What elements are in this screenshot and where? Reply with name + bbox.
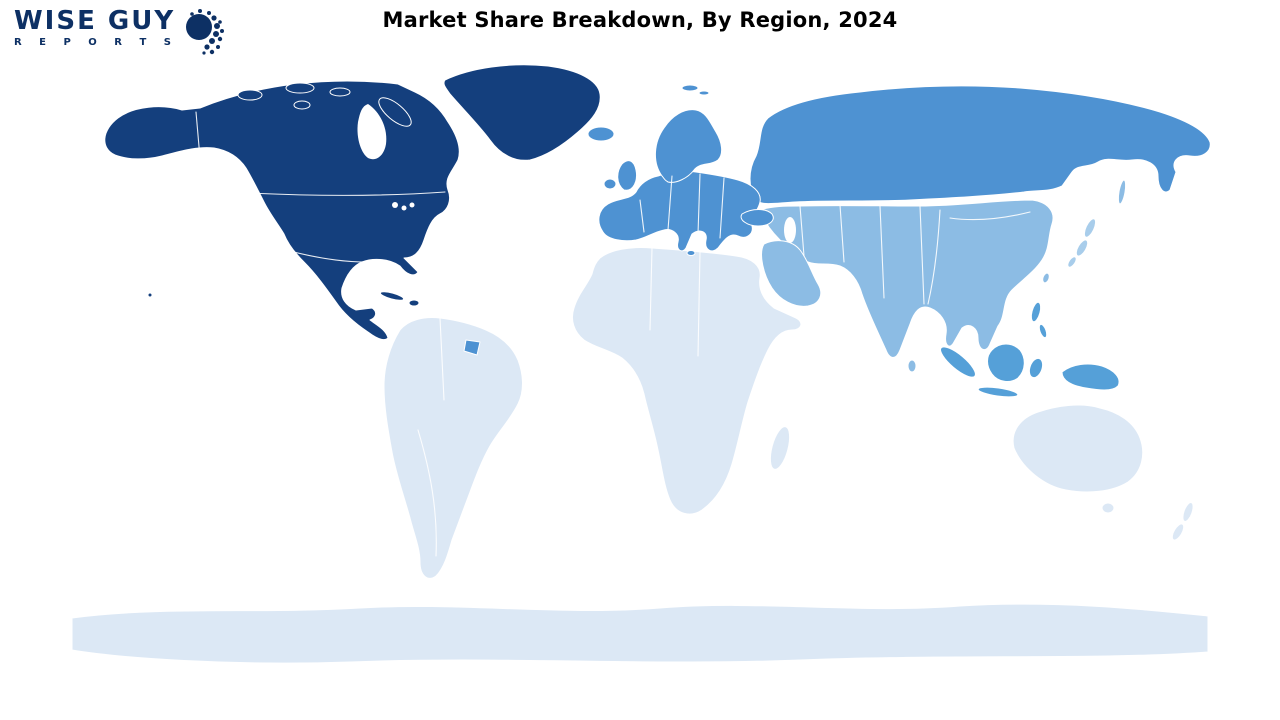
region-sakhalin xyxy=(1117,179,1127,205)
region-scandinavia xyxy=(655,109,723,183)
region-borneo xyxy=(987,343,1025,382)
region-arctic-islands xyxy=(237,82,412,127)
region-svalbard xyxy=(681,84,710,96)
region-french-guiana xyxy=(463,339,481,356)
region-europe-mainland xyxy=(598,170,761,252)
caspian-sea xyxy=(784,217,796,243)
region-sumatra xyxy=(940,346,976,378)
border-central-asia-2 xyxy=(839,204,845,263)
region-japan xyxy=(1067,218,1097,268)
region-arabia xyxy=(761,240,822,307)
region-antarctica xyxy=(71,603,1209,664)
border-mongolia xyxy=(949,211,1031,221)
region-se-asia xyxy=(940,301,1120,398)
region-philippines-1 xyxy=(1030,301,1042,323)
logo-head-dots-icon xyxy=(185,9,224,55)
logo-wordmark: WISE GUY xyxy=(14,6,176,36)
region-greenland xyxy=(443,64,601,161)
region-sri-lanka xyxy=(907,359,917,373)
border-alaska-canada xyxy=(195,111,201,159)
hudson-bay xyxy=(357,104,387,160)
region-hawaii xyxy=(147,292,153,298)
logo-text: WISE GUY R E P O R T S xyxy=(14,6,178,49)
border-europe-2 xyxy=(667,175,673,231)
region-new-guinea xyxy=(1061,363,1120,391)
region-hispaniola xyxy=(408,299,420,307)
border-south-america-1 xyxy=(439,317,445,401)
region-australia xyxy=(1012,404,1144,493)
region-taiwan xyxy=(1042,272,1050,284)
region-russia xyxy=(749,85,1211,205)
border-us-canada xyxy=(197,189,446,196)
region-turkey xyxy=(740,209,774,227)
logo-subtext: R E P O R T S xyxy=(14,37,178,49)
region-tasmania xyxy=(1101,502,1115,514)
region-new-zealand xyxy=(1171,502,1194,541)
border-us-mexico xyxy=(285,249,367,263)
border-europe-3 xyxy=(697,173,701,235)
border-asia-3 xyxy=(879,205,885,299)
region-cuba xyxy=(379,291,405,301)
border-africa-2 xyxy=(697,251,701,357)
region-uk xyxy=(617,160,637,191)
region-iceland xyxy=(587,126,615,142)
border-europe-4 xyxy=(719,177,725,239)
border-china-india xyxy=(927,209,941,305)
region-caribbean xyxy=(379,291,420,307)
lakes xyxy=(357,104,796,243)
region-ireland xyxy=(603,178,617,190)
great-lake-3 xyxy=(409,202,415,208)
border-south-america-2 xyxy=(417,429,437,557)
border-europe-1 xyxy=(639,199,645,233)
great-lake-1 xyxy=(392,202,398,208)
country-borders xyxy=(195,111,1031,557)
region-java xyxy=(977,386,1019,398)
region-madagascar xyxy=(769,426,791,470)
border-asia-4 xyxy=(919,205,925,305)
region-africa xyxy=(571,247,802,515)
border-central-asia-1 xyxy=(799,205,805,257)
region-asia-mainland xyxy=(759,199,1054,358)
chart-title: Market Share Breakdown, By Region, 2024 xyxy=(382,8,898,32)
region-sicily xyxy=(686,250,696,256)
region-philippines-2 xyxy=(1038,323,1048,339)
border-africa-1 xyxy=(649,247,653,331)
map-regions xyxy=(71,64,1211,664)
region-sulawesi xyxy=(1028,357,1044,379)
logo: WISE GUY R E P O R T S xyxy=(14,6,228,60)
great-lake-2 xyxy=(401,205,407,211)
region-south-america xyxy=(383,317,523,579)
